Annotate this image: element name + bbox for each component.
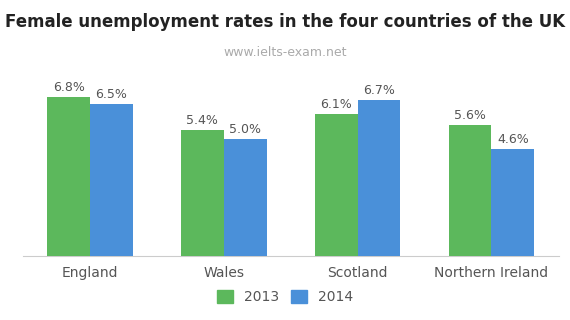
Text: 5.4%: 5.4% [186,114,218,127]
Text: 6.8%: 6.8% [52,82,84,94]
Bar [491,148,534,256]
Bar [47,97,90,256]
Legend: 2013, 2014: 2013, 2014 [211,285,359,310]
Bar [357,100,401,256]
Bar [181,130,224,256]
Bar [90,104,133,256]
Text: 5.6%: 5.6% [454,109,486,123]
Bar [315,114,357,256]
Text: 4.6%: 4.6% [497,133,529,146]
Bar [224,139,267,256]
Text: 6.1%: 6.1% [320,98,352,111]
Text: www.ielts-exam.net: www.ielts-exam.net [223,46,347,60]
Text: Female unemployment rates in the four countries of the UK: Female unemployment rates in the four co… [5,13,565,31]
Text: 6.7%: 6.7% [363,84,395,97]
Bar [449,125,491,256]
Text: 6.5%: 6.5% [95,89,127,101]
Text: 5.0%: 5.0% [229,124,261,137]
